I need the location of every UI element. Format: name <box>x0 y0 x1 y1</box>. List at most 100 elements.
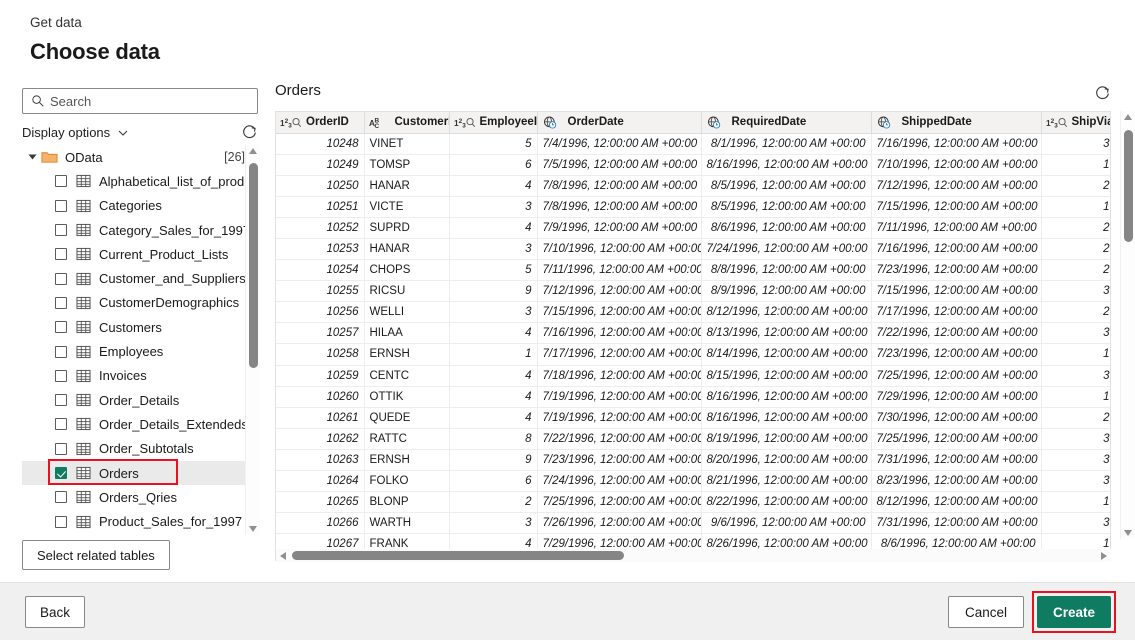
cell-shipvia: 3 <box>1041 470 1110 493</box>
refresh-icon[interactable] <box>1094 85 1111 102</box>
datetimezone-icon <box>877 116 890 129</box>
scroll-up-arrow-icon[interactable] <box>1124 114 1132 120</box>
column-header-label: ShippedDate <box>901 116 972 129</box>
cell-employeeid: 6 <box>449 154 538 176</box>
tree-item-checkbox[interactable] <box>55 515 67 528</box>
tree-item-checkbox[interactable] <box>55 199 67 212</box>
tree-item-checkbox[interactable] <box>55 272 67 285</box>
tree-item-customer-and-suppliers[interactable]: Customer_and_Suppliers_... <box>22 266 255 290</box>
tree-item-checkbox[interactable] <box>55 394 67 407</box>
scroll-right-arrow-icon[interactable] <box>1101 551 1107 560</box>
tree-root-odata[interactable]: OData [26] <box>22 145 255 169</box>
grid-vertical-scrollbar[interactable] <box>1120 111 1135 539</box>
tree-item-label: Alphabetical_list_of_produ... <box>99 173 255 189</box>
search-icon <box>32 95 44 107</box>
tree-vertical-scrollbar[interactable] <box>245 145 260 535</box>
table-row[interactable]: 10257 HILAA 4 7/16/1996, 12:00:00 AM +00:00… <box>276 322 1110 345</box>
chevron-down-icon[interactable] <box>117 127 129 139</box>
tree-item-category-sales-for-1997[interactable]: Category_Sales_for_1997 <box>22 218 255 242</box>
tree-item-employees[interactable]: Employees <box>22 339 255 363</box>
column-header-employeeid[interactable]: 123 EmployeeID <box>449 112 538 134</box>
cell-orderdate: 7/19/1996, 12:00:00 AM +00:00 <box>537 407 702 429</box>
cell-employeeid: 9 <box>449 280 538 303</box>
table-row[interactable]: 10250 HANAR 4 7/8/1996, 12:00:00 AM +00:00 8… <box>276 175 1110 197</box>
table-row[interactable]: 10262 RATTC 8 7/22/1996, 12:00:00 AM +00:00… <box>276 428 1110 450</box>
table-icon <box>76 394 91 407</box>
column-header-requireddate[interactable]: RequiredDate <box>701 112 872 134</box>
svg-text:2: 2 <box>458 118 462 125</box>
search-input[interactable]: Search <box>22 88 258 114</box>
column-header-shipvia[interactable]: 1 2 3 ShipVia <box>1041 112 1110 134</box>
tree-item-order-details[interactable]: Order_Details <box>22 388 255 412</box>
cancel-button[interactable]: Cancel <box>948 596 1024 628</box>
tree-item-order-subtotals[interactable]: Order_Subtotals <box>22 437 255 461</box>
scroll-up-arrow-icon[interactable] <box>249 148 257 154</box>
table-row[interactable]: 10249 TOMSP 6 7/5/1996, 12:00:00 AM +00:00 8… <box>276 154 1110 176</box>
column-header-orderdate[interactable]: OrderDate <box>537 112 702 134</box>
display-options-button[interactable]: Display options <box>22 125 111 140</box>
table-row[interactable]: 10253 HANAR 3 7/10/1996, 12:00:00 AM +00:00… <box>276 238 1110 261</box>
scroll-left-arrow-icon[interactable] <box>280 551 286 560</box>
tree-item-checkbox[interactable] <box>55 321 67 334</box>
column-header-shippeddate[interactable]: ShippedDate <box>871 112 1042 134</box>
table-row[interactable]: 10263 ERNSH 9 7/23/1996, 12:00:00 AM +00:00… <box>276 449 1110 472</box>
table-tree[interactable]: OData [26] Alphabetical_list_of_produ... Ca… <box>22 145 274 535</box>
scroll-down-arrow-icon[interactable] <box>1124 530 1132 536</box>
tree-item-order-details-extendeds[interactable]: Order_Details_Extendeds <box>22 412 255 436</box>
cell-customerid: FOLKO <box>364 470 450 493</box>
grid-scroll-thumb-vertical[interactable] <box>1124 130 1133 242</box>
table-row[interactable]: 10266 WARTH 3 7/26/1996, 12:00:00 AM +00:00… <box>276 512 1110 535</box>
tree-item-checkbox[interactable] <box>55 491 67 504</box>
table-row[interactable]: 10265 BLONP 2 7/25/1996, 12:00:00 AM +00:00… <box>276 491 1110 514</box>
cell-requireddate: 8/13/1996, 12:00:00 AM +00:00 <box>701 322 872 345</box>
tree-item-checkbox[interactable] <box>55 224 67 237</box>
cell-orderdate: 7/10/1996, 12:00:00 AM +00:00 <box>537 238 702 261</box>
scroll-down-arrow-icon[interactable] <box>249 526 257 532</box>
tree-item-checkbox[interactable] <box>55 418 67 431</box>
table-row[interactable]: 10258 ERNSH 1 7/17/1996, 12:00:00 AM +00:00… <box>276 343 1110 366</box>
tree-item-checkbox[interactable] <box>55 345 67 358</box>
tree-item-product-sales-for-1997[interactable]: Product_Sales_for_1997 <box>22 509 255 533</box>
table-row[interactable]: 10251 VICTE 3 7/8/1996, 12:00:00 AM +00:00 8… <box>276 196 1110 218</box>
column-header-customerid[interactable]: ABC CustomerID <box>364 112 450 134</box>
tree-item-customerdemographics[interactable]: CustomerDemographics <box>22 291 255 315</box>
cell-requireddate: 8/12/1996, 12:00:00 AM +00:00 <box>701 301 872 324</box>
column-header-orderid[interactable]: 1 2 3 OrderID <box>276 112 365 134</box>
tree-item-checkbox[interactable] <box>55 296 67 309</box>
tree-item-checkbox[interactable] <box>55 369 67 382</box>
tree-item-checkbox[interactable] <box>55 442 67 455</box>
table-row[interactable]: 10252 SUPRD 4 7/9/1996, 12:00:00 AM +00:00 8… <box>276 217 1110 239</box>
refresh-icon[interactable] <box>241 124 258 141</box>
tree-item-orders-qries[interactable]: Orders_Qries <box>22 485 255 509</box>
table-row[interactable]: 10261 QUEDE 4 7/19/1996, 12:00:00 AM +00:00… <box>276 407 1110 429</box>
table-row[interactable]: 10260 OTTIK 4 7/19/1996, 12:00:00 AM +00:00… <box>276 386 1110 408</box>
table-row[interactable]: 10264 FOLKO 6 7/24/1996, 12:00:00 AM +00:00… <box>276 470 1110 493</box>
tree-item-invoices[interactable]: Invoices <box>22 364 255 388</box>
tree-item-customers[interactable]: Customers <box>22 315 255 339</box>
table-row[interactable]: 10256 WELLI 3 7/15/1996, 12:00:00 AM +00:00… <box>276 301 1110 324</box>
table-row[interactable]: 10248 VINET 5 7/4/1996, 12:00:00 AM +00:00 8… <box>276 133 1110 155</box>
tree-item-orders[interactable]: Orders <box>22 460 255 486</box>
tree-item-checkbox[interactable] <box>55 467 67 479</box>
cell-shippeddate: 7/31/1996, 12:00:00 AM +00:00 <box>871 449 1042 472</box>
create-button[interactable]: Create <box>1037 596 1111 628</box>
tree-item-checkbox[interactable] <box>55 175 67 188</box>
tree-item-label: Order_Subtotals <box>99 441 194 457</box>
preview-table: 123OrderIDABCCustomerID123EmployeeIDOrde… <box>276 112 1110 556</box>
tree-item-checkbox[interactable] <box>55 248 67 261</box>
tree-item-categories[interactable]: Categories <box>22 194 255 218</box>
table-row[interactable]: 10254 CHOPS 5 7/11/1996, 12:00:00 AM +00:00… <box>276 259 1110 282</box>
back-button[interactable]: Back <box>25 596 85 628</box>
table-row[interactable]: 10255 RICSU 9 7/12/1996, 12:00:00 AM +00:00… <box>276 280 1110 303</box>
cell-requireddate: 7/24/1996, 12:00:00 AM +00:00 <box>701 238 872 261</box>
select-related-tables-button[interactable]: Select related tables <box>22 540 170 570</box>
grid-horizontal-scrollbar[interactable] <box>276 549 1111 562</box>
data-preview-grid[interactable]: 123OrderIDABCCustomerID123EmployeeIDOrde… <box>275 111 1111 561</box>
cell-employeeid: 5 <box>449 133 538 155</box>
expand-triangle-icon[interactable] <box>28 154 37 160</box>
grid-scroll-thumb-horizontal[interactable] <box>292 551 624 560</box>
table-row[interactable]: 10259 CENTC 4 7/18/1996, 12:00:00 AM +00:00… <box>276 365 1110 387</box>
tree-item-alphabetical-list-of-produ[interactable]: Alphabetical_list_of_produ... <box>22 169 255 193</box>
tree-scroll-thumb[interactable] <box>249 163 258 368</box>
tree-item-current-product-lists[interactable]: Current_Product_Lists <box>22 242 255 266</box>
